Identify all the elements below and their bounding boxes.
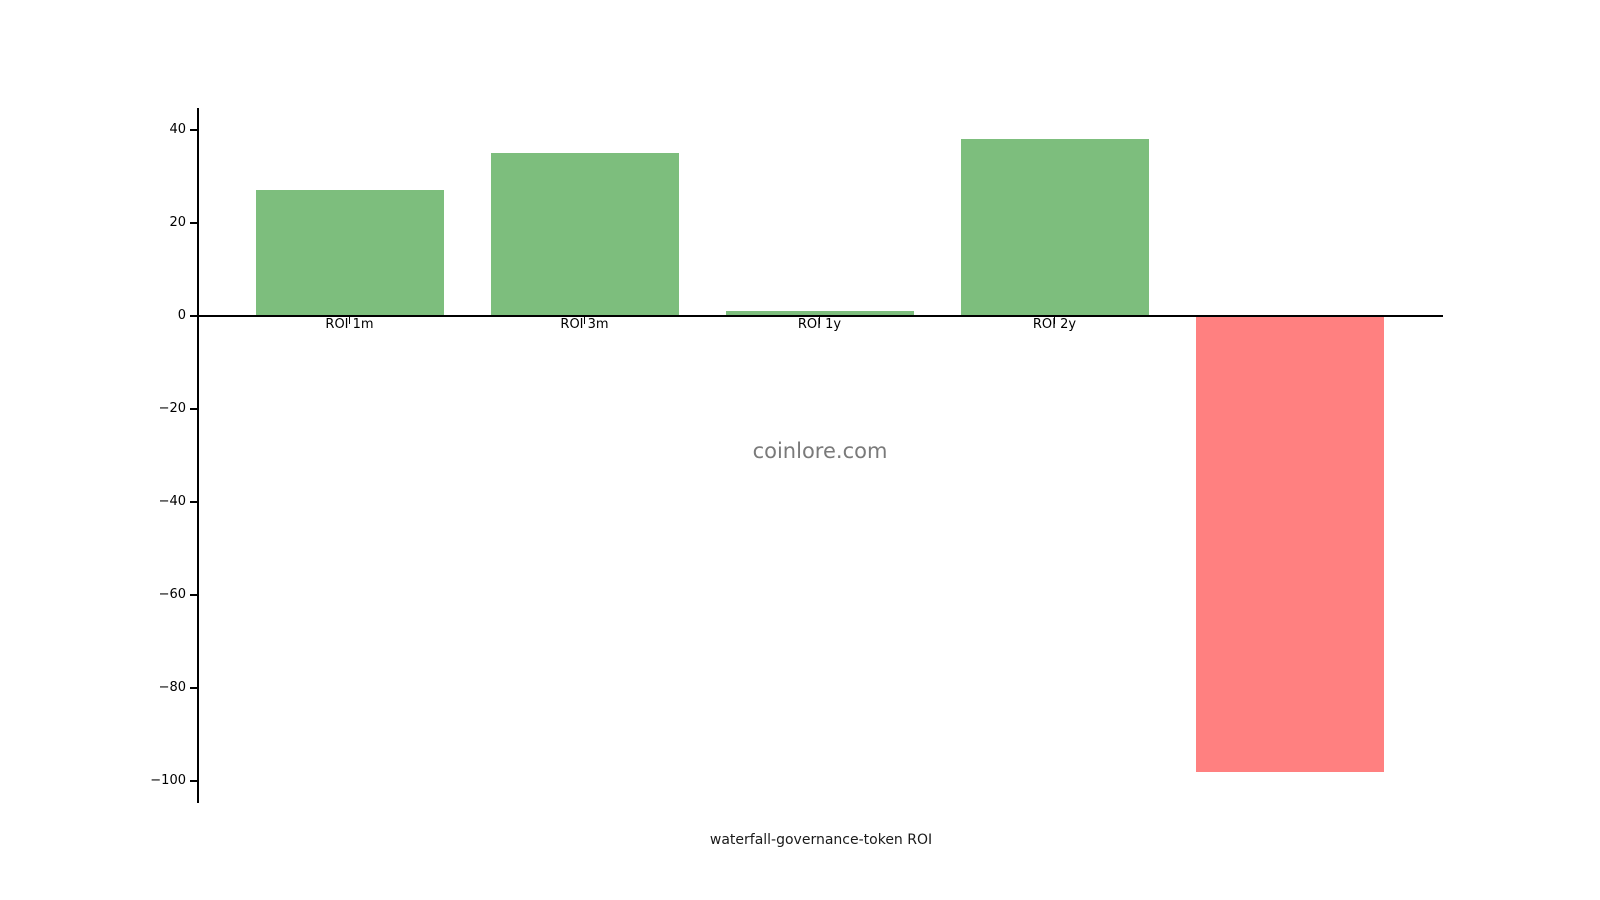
x-tick-label: ROI 3m [560,317,609,332]
bar-roi-1y [725,311,914,316]
y-tick-mark [190,780,197,782]
y-tick-mark [190,594,197,596]
x-tick-label: ROI 1m [325,317,374,332]
y-tick-label: 0 [177,308,186,323]
bar-roi-1m [255,190,444,316]
watermark-text: coinlore.com [752,438,888,463]
x-tick-mark [818,316,821,324]
y-tick-mark [190,501,197,503]
bar-roi-2y [960,139,1149,316]
x-tick-label: ROI 1y [797,317,842,332]
chart-title: waterfall-governance-token ROI [709,832,933,848]
y-tick-label: 40 [169,122,186,137]
y-axis-spine [197,108,199,803]
y-tick-mark [190,222,197,224]
x-tick-mark [583,316,586,324]
y-tick-mark [190,408,197,410]
y-tick-label: −60 [158,587,186,602]
bar-negative [1195,316,1384,772]
y-tick-label: −40 [158,494,186,509]
y-tick-mark [190,129,197,131]
y-tick-label: −80 [158,680,186,695]
y-tick-label: 20 [169,215,186,230]
x-tick-label: ROI 2y [1032,317,1077,332]
y-tick-mark [190,687,197,689]
x-tick-mark [348,316,351,324]
bar-roi-3m [490,153,679,316]
x-axis-zero-line [197,315,1443,317]
y-tick-mark [190,315,197,317]
y-tick-label: −100 [150,773,186,788]
y-tick-label: −20 [158,401,186,416]
x-tick-mark [1053,316,1056,324]
